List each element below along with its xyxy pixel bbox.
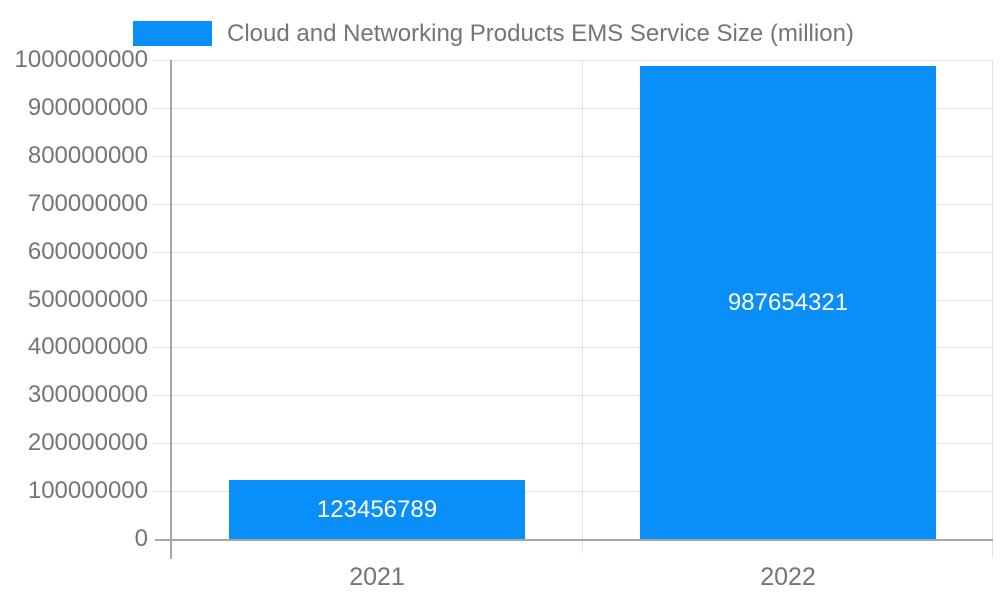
bar-value-label: 987654321 <box>727 289 849 316</box>
bar[interactable] <box>229 480 525 539</box>
bar[interactable] <box>640 66 936 539</box>
y-axis-tick-label: 500000000 <box>27 286 148 313</box>
y-axis-tick-label: 600000000 <box>27 238 148 265</box>
y-axis-tick-label: 100000000 <box>27 477 148 504</box>
gridline <box>152 395 993 396</box>
y-axis-tick-label: 1000000000 <box>14 46 148 73</box>
x-axis-tick-label: 2021 <box>349 563 405 591</box>
legend-label: Cloud and Networking Products EMS Servic… <box>227 19 854 47</box>
y-axis-tick-label: 700000000 <box>27 190 148 217</box>
gridline <box>152 108 993 109</box>
plot-right-border <box>992 60 993 558</box>
gridline <box>152 300 993 301</box>
bar-value-label: 123456789 <box>316 496 438 523</box>
y-axis-line <box>170 60 172 559</box>
y-axis-tick-label: 0 <box>134 525 148 552</box>
y-axis-tick-label: 200000000 <box>27 429 148 456</box>
y-axis-tick-label: 800000000 <box>27 142 148 169</box>
legend-swatch-icon <box>133 21 212 46</box>
y-axis-tick-label: 300000000 <box>27 381 148 408</box>
gridline <box>152 443 993 444</box>
category-separator-gridline <box>582 60 583 553</box>
y-axis-tick-label: 400000000 <box>27 333 148 360</box>
y-axis-tick-label: 900000000 <box>27 94 148 121</box>
gridline <box>152 156 993 157</box>
gridline <box>152 252 993 253</box>
x-axis-line <box>155 539 993 541</box>
gridline <box>152 204 993 205</box>
gridline <box>152 347 993 348</box>
x-axis-tick-label: 2022 <box>760 563 816 591</box>
gridline <box>152 491 993 492</box>
legend-item[interactable]: Cloud and Networking Products EMS Servic… <box>133 19 854 47</box>
gridline <box>152 60 993 61</box>
